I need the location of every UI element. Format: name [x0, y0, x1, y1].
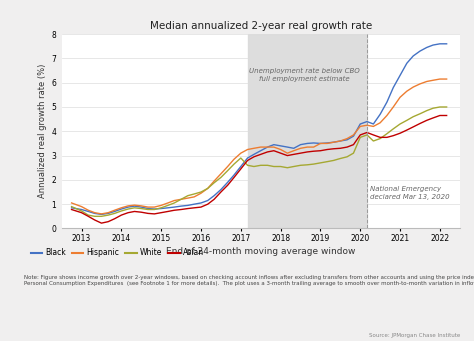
Title: Median annualized 2-year real growth rate: Median annualized 2-year real growth rat… [150, 20, 372, 31]
Text: Unemployment rate below CBO
full employment estimate: Unemployment rate below CBO full employm… [249, 68, 360, 83]
Asian [331, 147, 337, 151]
Line: Asian: Asian [72, 116, 447, 223]
Line: Black: Black [72, 44, 447, 214]
White [444, 105, 449, 109]
Black [444, 42, 449, 46]
Asian [85, 214, 91, 218]
White [178, 197, 184, 201]
Hispanic [178, 197, 184, 201]
Bar [247, 34, 367, 228]
Text: National Emergency
declared Mar 13, 2020: National Emergency declared Mar 13, 2020 [370, 186, 450, 200]
Black [331, 140, 337, 144]
White [69, 205, 74, 209]
White [99, 214, 104, 218]
Black [99, 212, 104, 217]
X-axis label: End of 24-month moving average window: End of 24-month moving average window [166, 247, 356, 256]
Asian [92, 218, 98, 222]
Hispanic [331, 140, 337, 144]
Hispanic [92, 211, 98, 215]
Hispanic [69, 201, 74, 205]
Hispanic [444, 77, 449, 81]
Line: White: White [72, 107, 447, 216]
Text: Note: Figure shows income growth over 2-year windows, based on checking account : Note: Figure shows income growth over 2-… [24, 275, 474, 286]
White [92, 214, 98, 218]
White [85, 213, 91, 217]
Hispanic [437, 77, 443, 81]
Asian [69, 207, 74, 211]
Black [92, 211, 98, 216]
Hispanic [85, 208, 91, 212]
Black [337, 139, 343, 143]
Text: Source: JPMorgan Chase Institute: Source: JPMorgan Chase Institute [368, 332, 460, 338]
Hispanic [337, 139, 343, 143]
Black [437, 42, 443, 46]
Black [69, 206, 74, 210]
Hispanic [238, 151, 244, 155]
Line: Hispanic: Hispanic [72, 79, 447, 214]
Asian [437, 114, 443, 118]
Asian [178, 207, 184, 211]
Black [85, 209, 91, 213]
Asian [238, 167, 244, 171]
Black [178, 204, 184, 208]
White [331, 158, 337, 163]
Asian [444, 114, 449, 118]
White [337, 157, 343, 161]
Asian [337, 146, 343, 150]
Asian [99, 221, 104, 225]
Black [238, 164, 244, 168]
Legend: Black, Hispanic, White, Asian: Black, Hispanic, White, Asian [27, 245, 207, 261]
Y-axis label: Annualized real growth rate (%): Annualized real growth rate (%) [38, 64, 47, 198]
White [238, 156, 244, 160]
Hispanic [99, 212, 104, 216]
White [437, 105, 443, 109]
